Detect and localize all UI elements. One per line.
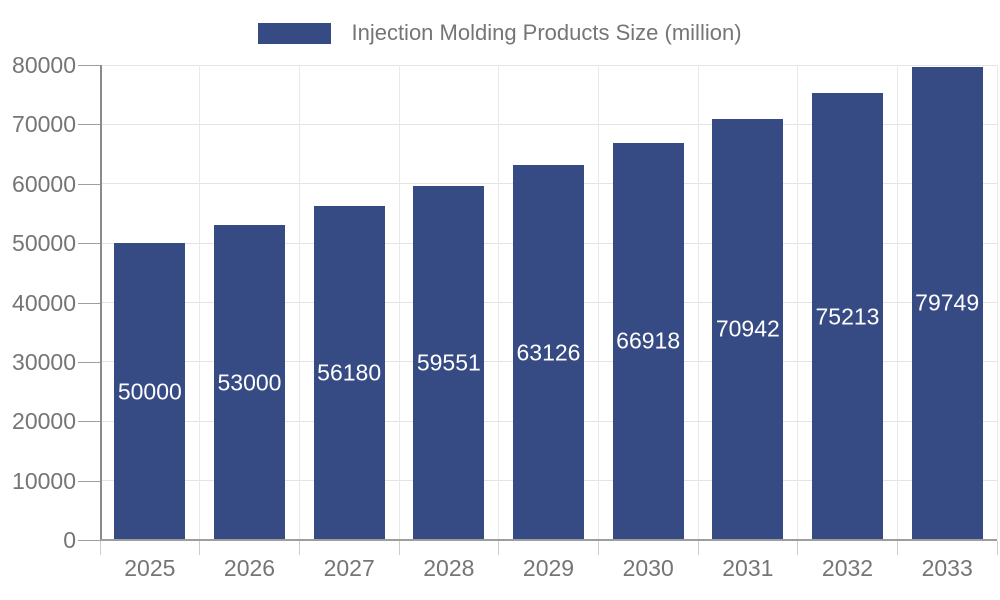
y-tick (78, 124, 100, 126)
x-tick (697, 541, 699, 555)
x-axis-line (100, 539, 997, 541)
x-tick-label: 2030 (622, 555, 674, 581)
x-gridline (996, 65, 998, 540)
y-axis-line (100, 65, 102, 541)
bar-value-label: 79749 (915, 289, 980, 316)
bar-value-label: 50000 (117, 378, 182, 405)
y-tick-label: 50000 (12, 230, 76, 257)
y-tick-label: 30000 (12, 348, 76, 375)
x-tick (797, 541, 799, 555)
x-tick-label: 2027 (323, 555, 375, 581)
y-tick (78, 65, 100, 66)
bar (812, 93, 883, 540)
bar (513, 165, 584, 540)
bar (712, 118, 784, 540)
y-tick-label: 0 (63, 527, 76, 553)
legend[interactable]: Injection Molding Products Size (million… (0, 20, 1000, 46)
legend-label: Injection Molding Products Size (million… (351, 20, 742, 45)
bar-value-label: 70942 (715, 315, 780, 342)
y-tick-label: 40000 (12, 289, 76, 316)
x-gridline (498, 65, 500, 540)
y-tick (78, 302, 100, 304)
y-tick (78, 243, 100, 245)
bar-value-label: 75213 (815, 303, 880, 330)
bar-value-label: 59551 (416, 349, 481, 376)
bar (612, 142, 684, 540)
bar (114, 243, 186, 540)
bar-value-label: 56180 (317, 359, 382, 386)
x-gridline (298, 65, 300, 540)
x-tick-label: 2028 (423, 555, 475, 581)
x-tick (298, 541, 300, 555)
bar (214, 225, 285, 540)
y-tick-label: 10000 (12, 467, 76, 494)
x-tick-label: 2031 (722, 555, 774, 581)
x-tick (996, 541, 998, 555)
x-tick (896, 541, 898, 555)
x-tick (99, 541, 101, 555)
bar-value-label: 53000 (217, 369, 282, 396)
legend-swatch (258, 22, 332, 44)
bar-value-label: 63126 (516, 339, 581, 366)
x-gridline (797, 65, 799, 540)
x-gridline (896, 65, 898, 540)
y-tick (78, 540, 100, 541)
bar (413, 186, 485, 540)
x-tick (498, 541, 500, 555)
y-gridline (100, 123, 997, 125)
x-gridline (697, 65, 699, 540)
y-gridline (100, 64, 997, 66)
y-tick-label: 80000 (12, 52, 76, 78)
y-tick (78, 480, 100, 482)
y-tick-label: 20000 (12, 408, 76, 435)
y-tick-label: 70000 (12, 111, 76, 138)
y-tick (78, 361, 100, 363)
x-tick-label: 2025 (124, 555, 176, 581)
x-tick-label: 2033 (921, 555, 973, 581)
bar-value-label: 66918 (616, 327, 681, 354)
x-tick-label: 2026 (223, 555, 276, 581)
bar (911, 66, 983, 540)
x-gridline (199, 65, 201, 540)
plot-area: 50000 53000 56180 59551 63126 66918 70942 75213… (100, 64, 998, 540)
y-tick (78, 421, 100, 423)
x-tick-label: 2029 (522, 555, 575, 581)
x-tick (597, 541, 599, 555)
bar (313, 206, 385, 540)
x-gridline (597, 65, 599, 540)
x-gridline (398, 65, 400, 540)
x-tick-label: 2032 (821, 555, 874, 581)
x-tick (199, 541, 201, 555)
y-tick-label: 60000 (12, 170, 76, 197)
x-tick (398, 541, 400, 555)
y-tick (78, 183, 100, 185)
